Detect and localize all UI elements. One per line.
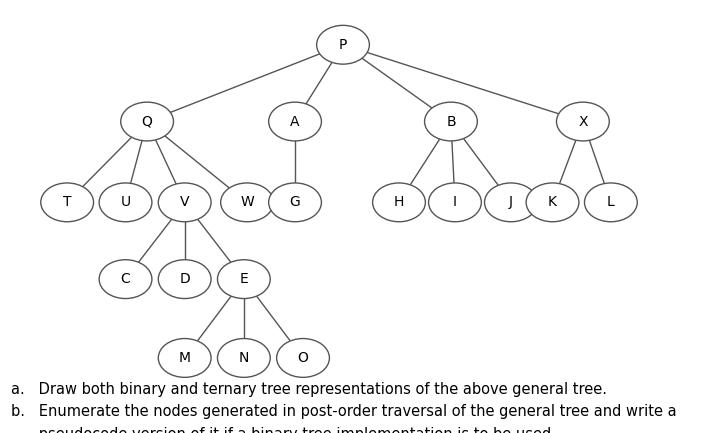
- Text: C: C: [121, 272, 131, 286]
- Text: X: X: [578, 115, 587, 129]
- Text: T: T: [63, 195, 71, 209]
- Text: K: K: [548, 195, 557, 209]
- Text: N: N: [238, 351, 249, 365]
- Ellipse shape: [269, 183, 322, 222]
- Ellipse shape: [269, 102, 322, 141]
- Text: G: G: [289, 195, 300, 209]
- Ellipse shape: [218, 339, 270, 377]
- Text: V: V: [180, 195, 190, 209]
- Text: J: J: [509, 195, 513, 209]
- Ellipse shape: [220, 183, 274, 222]
- Ellipse shape: [99, 260, 152, 298]
- Ellipse shape: [526, 183, 579, 222]
- Ellipse shape: [584, 183, 638, 222]
- Ellipse shape: [485, 183, 537, 222]
- Ellipse shape: [556, 102, 610, 141]
- Text: U: U: [121, 195, 131, 209]
- Text: b.   Enumerate the nodes generated in post-order traversal of the general tree a: b. Enumerate the nodes generated in post…: [11, 404, 677, 420]
- Text: B: B: [446, 115, 456, 129]
- Ellipse shape: [317, 26, 369, 64]
- Ellipse shape: [429, 183, 481, 222]
- Ellipse shape: [99, 183, 152, 222]
- Text: Q: Q: [141, 115, 152, 129]
- Ellipse shape: [373, 183, 425, 222]
- Text: P: P: [339, 38, 348, 52]
- Text: a.   Draw both binary and ternary tree representations of the above general tree: a. Draw both binary and ternary tree rep…: [11, 382, 607, 397]
- Ellipse shape: [158, 339, 211, 377]
- Text: M: M: [179, 351, 191, 365]
- Text: pseudocode version of it if a binary tree implementation is to be used.: pseudocode version of it if a binary tre…: [11, 427, 556, 433]
- Text: O: O: [297, 351, 309, 365]
- Ellipse shape: [218, 260, 270, 298]
- Ellipse shape: [158, 183, 211, 222]
- Text: A: A: [290, 115, 300, 129]
- Ellipse shape: [276, 339, 330, 377]
- Text: L: L: [607, 195, 615, 209]
- Text: H: H: [393, 195, 404, 209]
- Ellipse shape: [424, 102, 477, 141]
- Text: I: I: [453, 195, 457, 209]
- Ellipse shape: [41, 183, 93, 222]
- Ellipse shape: [121, 102, 174, 141]
- Text: W: W: [241, 195, 254, 209]
- Text: E: E: [240, 272, 248, 286]
- Ellipse shape: [158, 260, 211, 298]
- Text: D: D: [180, 272, 190, 286]
